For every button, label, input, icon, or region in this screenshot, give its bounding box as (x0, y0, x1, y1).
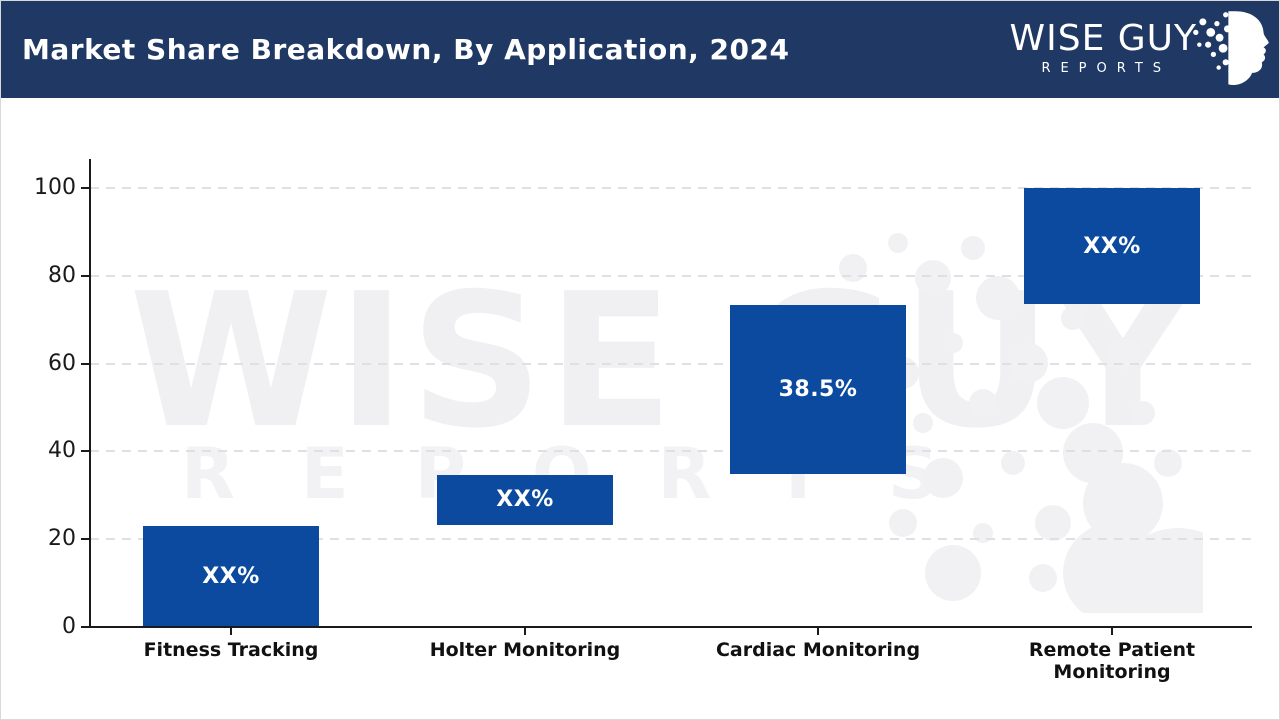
y-axis-line (89, 159, 91, 628)
header: Market Share Breakdown, By Application, … (1, 1, 1279, 98)
y-tick-mark-100 (81, 187, 89, 189)
brand-logo: WISE GUY REPORTS (1010, 1, 1275, 98)
gridline-80 (90, 274, 1251, 277)
y-axis-tick-label-100: 100 (34, 175, 76, 200)
header-background (1, 1, 1279, 98)
brand-subtitle: REPORTS (1041, 60, 1172, 76)
y-tick-mark-0 (81, 626, 89, 628)
x-axis-label-fitness-tracking: Fitness Tracking (143, 639, 319, 661)
chart-title: Market Share Breakdown, By Application, … (22, 33, 790, 66)
y-tick-mark-40 (81, 450, 89, 453)
brand-name: WISE GUY (1009, 18, 1197, 59)
gridline-60 (90, 362, 1251, 365)
bar-value-label: XX% (496, 487, 554, 513)
x-tick-mark-3 (817, 628, 819, 635)
bar-value-label: XX% (202, 564, 260, 589)
bar-value-label: 38.5% (778, 377, 858, 403)
bar-remote-patient-monitoring: XX% (1024, 188, 1200, 305)
brand-face-icon (1193, 11, 1269, 86)
x-axis-label-holter-monitoring: Holter Monitoring (429, 639, 621, 661)
y-tick-mark-80 (81, 274, 89, 277)
y-tick-mark-20 (81, 538, 89, 541)
y-axis-tick-label-40: 40 (48, 438, 76, 464)
y-axis-tick-label-80: 80 (48, 262, 76, 288)
gridline-100 (90, 187, 1251, 189)
y-tick-mark-60 (81, 362, 89, 365)
x-axis-line (89, 626, 1252, 628)
x-axis-label-remote-patient-monitoring: Remote Patient Monitoring (1028, 639, 1196, 683)
x-tick-mark-2 (524, 628, 526, 635)
y-axis-tick-label-0: 0 (62, 614, 76, 639)
bar-holter-monitoring: XX% (437, 474, 613, 526)
bar-value-label: XX% (1083, 233, 1141, 259)
y-axis-tick-label-60: 60 (48, 350, 76, 376)
x-tick-mark-1 (230, 628, 232, 635)
x-tick-mark-4 (1111, 628, 1113, 635)
gridline-40 (90, 450, 1251, 453)
bar-cardiac-monitoring: 38.5% (730, 305, 906, 475)
brand-logo-text: WISE GUY REPORTS (1010, 19, 1198, 76)
bar-fitness-tracking: XX% (143, 526, 319, 627)
gridline-20 (90, 538, 1251, 541)
y-axis-tick-label-20: 20 (48, 526, 76, 552)
x-axis-label-cardiac-monitoring: Cardiac Monitoring (715, 639, 921, 661)
